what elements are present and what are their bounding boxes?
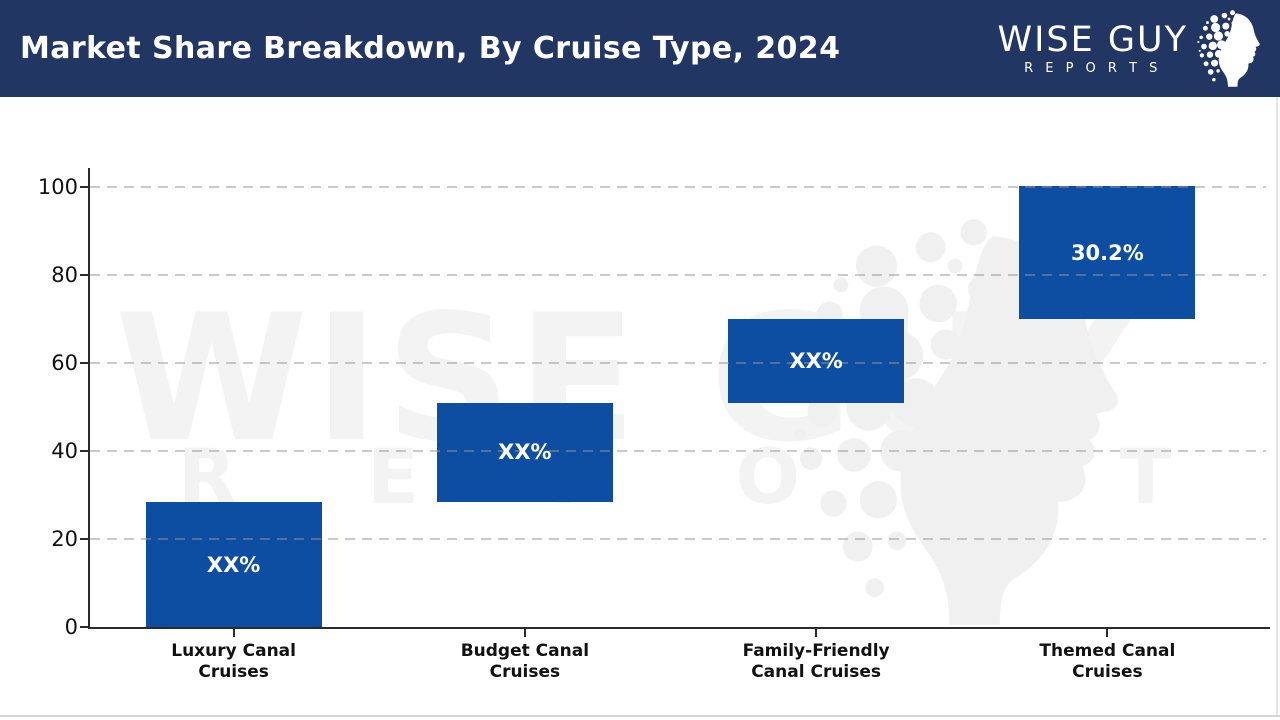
x-category-label-line: Luxury Canal <box>171 641 296 661</box>
bar-value-label-3: XX% <box>789 348 843 373</box>
y-tick-20 <box>80 538 88 540</box>
x-category-label-line: Budget Canal <box>460 641 590 661</box>
chart-area: WISE GUY R E P O R T S XX%XX%XX%30.2% 02… <box>0 97 1280 720</box>
y-tick-label-80: 80 <box>51 263 78 287</box>
header-bar: Market Share Breakdown, By Cruise Type, … <box>0 0 1280 97</box>
gridline-40 <box>90 450 1266 452</box>
x-category-label-line: Themed Canal <box>1039 641 1176 661</box>
x-category-label-1: Luxury Canal Cruises <box>89 641 379 683</box>
right-edge-divider <box>1276 97 1278 715</box>
bar-value-label-4: 30.2% <box>1070 240 1144 265</box>
gridline-80 <box>90 274 1266 276</box>
x-category-label-2: Budget Canal Cruises <box>380 641 670 683</box>
x-category-label-line: Cruises <box>1072 662 1143 682</box>
bar-2 <box>436 402 613 503</box>
x-category-label-line: Canal Cruises <box>751 662 882 682</box>
x-tick-1 <box>232 629 235 637</box>
gridlines-layer <box>0 97 1280 720</box>
y-tick-60 <box>80 362 88 364</box>
y-tick-label-60: 60 <box>51 351 78 375</box>
bars-layer <box>0 97 1280 720</box>
y-axis-line <box>88 168 90 629</box>
x-axis-line <box>88 627 1270 629</box>
x-category-label-line: Family-Friendly <box>742 641 890 661</box>
x-category-label-3: Family-Friendly Canal Cruises <box>671 641 961 683</box>
bar-value-label-1: XX% <box>206 552 261 577</box>
x-tick-3 <box>815 629 818 637</box>
bar-3 <box>728 319 905 403</box>
page-title: Market Share Breakdown, By Cruise Type, … <box>20 31 841 66</box>
brand-logo: WISE GUY R E P O R T S <box>997 8 1266 90</box>
y-tick-label-0: 0 <box>64 615 78 639</box>
y-tick-label-20: 20 <box>51 527 78 551</box>
y-tick-40 <box>80 450 88 452</box>
x-category-label-line: Cruises <box>489 662 561 682</box>
gridline-20 <box>90 538 1266 540</box>
y-tick-80 <box>80 274 88 276</box>
x-category-label-line: Cruises <box>198 662 269 682</box>
bottom-divider <box>0 715 1280 717</box>
brand-text: WISE GUY R E P O R T S <box>997 19 1188 76</box>
gridline-60 <box>90 362 1266 364</box>
brand-name: WISE GUY <box>997 19 1188 60</box>
x-tick-2 <box>523 629 526 637</box>
gridline-100 <box>90 186 1266 188</box>
y-tick-label-40: 40 <box>51 439 78 463</box>
brand-tagline: R E P O R T S <box>1024 60 1162 76</box>
bar-labels-layer: XX% XX% XX% 30.2% <box>0 97 1280 720</box>
brand-head-icon <box>1192 8 1266 90</box>
bar-1 <box>145 502 322 627</box>
bar-value-label-2: XX% <box>498 440 552 465</box>
y-tick-100 <box>80 186 88 188</box>
y-tick-label-100: 100 <box>37 175 78 199</box>
bar-4 <box>1019 186 1196 319</box>
y-tick-0 <box>80 626 88 628</box>
x-category-label-4: Themed Canal Cruises <box>962 641 1252 683</box>
x-tick-4 <box>1106 629 1109 637</box>
